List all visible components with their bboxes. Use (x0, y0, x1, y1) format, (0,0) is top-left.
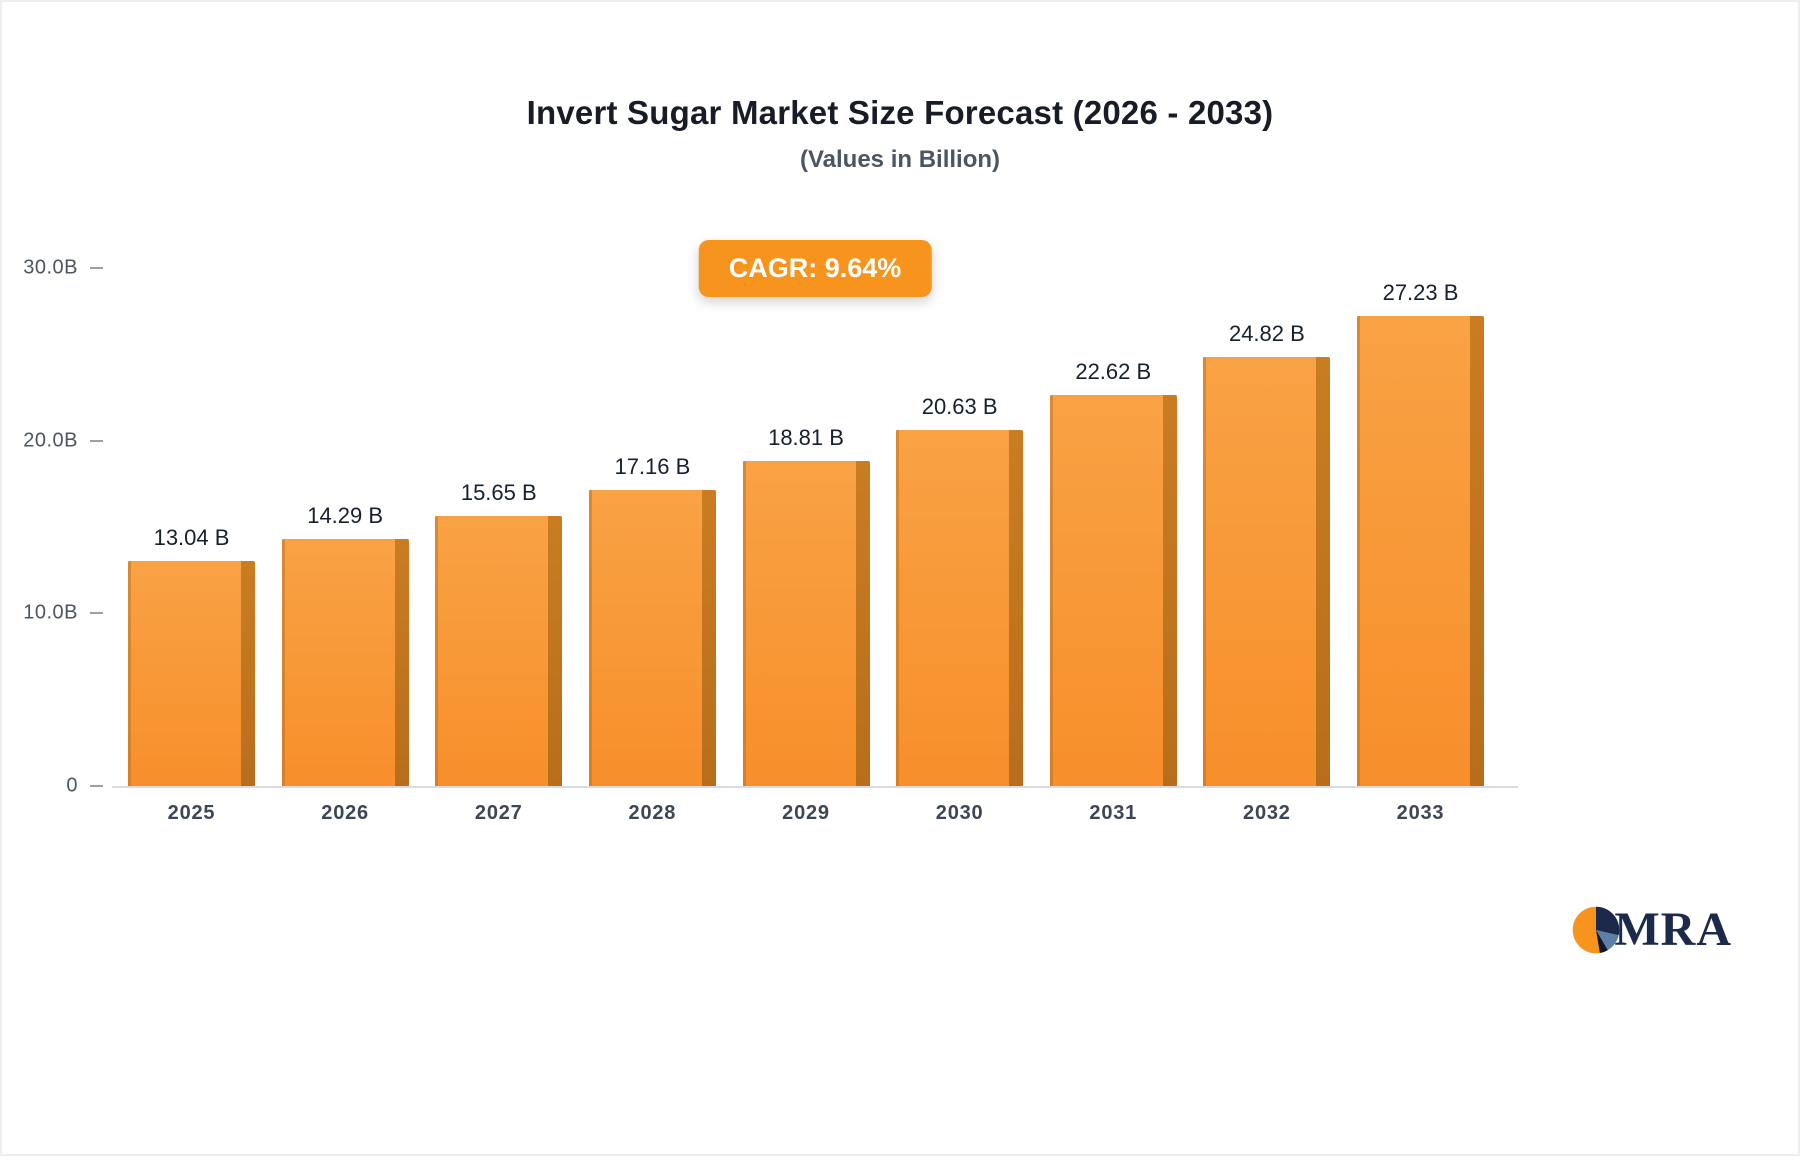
bar-2026 (281, 539, 409, 786)
x-axis-label-2032: 2032 (1243, 802, 1291, 824)
y-axis-tick (90, 785, 103, 787)
bar-group-2026: 14.29 B (281, 503, 409, 786)
y-axis-tick (90, 267, 103, 269)
y-axis-label-20.0B: 20.0B (23, 429, 78, 452)
x-axis-label-2027: 2027 (474, 802, 523, 824)
bar-2032 (1203, 357, 1331, 786)
y-axis-tick (90, 612, 103, 615)
bar-group-2033: 27.23 B (1357, 279, 1484, 787)
bar-value-label: 20.63 B (921, 393, 998, 419)
x-axis-label-2030: 2030 (935, 802, 984, 824)
bar-value-label: 15.65 B (460, 479, 537, 505)
bars-row: 13.04 B 14.29 B 15.65 B 17.16 B 18.81 B 20.63… (112, 270, 1518, 787)
bar-2028 (588, 489, 716, 787)
bar-2033 (1357, 315, 1484, 787)
x-axis-label-2029: 2029 (782, 802, 830, 824)
mra-logo-text: MRA (1614, 903, 1732, 956)
x-axis-label-2026: 2026 (321, 802, 369, 824)
bar-2030 (896, 429, 1024, 787)
y-axis-label-30.0B: 30.0B (23, 256, 78, 279)
x-axis-label-2033: 2033 (1396, 802, 1445, 824)
x-axis-label-2031: 2031 (1089, 802, 1138, 824)
bar-value-label: 17.16 B (614, 453, 691, 479)
bar-group-2027: 15.65 B (435, 479, 563, 787)
bar-group-2025: 13.04 B (128, 524, 255, 787)
x-axis-labels: 2025 2026 2027 2028 2029 2030 2031 2032 2033 (112, 802, 1518, 825)
bar-value-label: 22.62 B (1075, 359, 1152, 385)
mra-logo: MRA (1570, 902, 1732, 957)
mra-logo-icon (1571, 904, 1622, 955)
bar-group-2028: 17.16 B (588, 453, 716, 787)
bar-value-label: 13.04 B (153, 524, 230, 550)
chart-title: Invert Sugar Market Size Forecast (2026 … (526, 94, 1274, 131)
bar-value-label: 14.29 B (307, 503, 384, 529)
bar-group-2032: 24.82 B (1203, 321, 1331, 786)
bar-group-2030: 20.63 B (896, 393, 1024, 787)
x-axis-label-2028: 2028 (628, 802, 677, 824)
bar-value-label: 18.81 B (768, 425, 844, 451)
bar-group-2031: 22.62 B (1049, 359, 1177, 786)
y-axis-label-10.0B: 10.0B (23, 601, 78, 624)
y-axis-label-0: 0 (66, 774, 78, 797)
bar-value-label: 24.82 B (1228, 321, 1305, 347)
bar-2027 (435, 515, 563, 787)
y-axis-tick (90, 439, 103, 442)
x-axis-label-2025: 2025 (167, 802, 216, 824)
bar-2025 (128, 560, 255, 787)
bar-value-label: 27.23 B (1382, 279, 1459, 305)
bar-2031 (1049, 395, 1177, 786)
plot-area: CAGR: 9.64% 13.04 B 14.29 B 15.65 B 17.16 B… (23, 240, 1518, 797)
bar-2029 (742, 461, 870, 786)
bar-group-2029: 18.81 B (742, 425, 870, 786)
chart-subtitle: (Values in Billion) (799, 146, 1001, 173)
cagr-badge: CAGR: 9.64% (698, 240, 932, 297)
